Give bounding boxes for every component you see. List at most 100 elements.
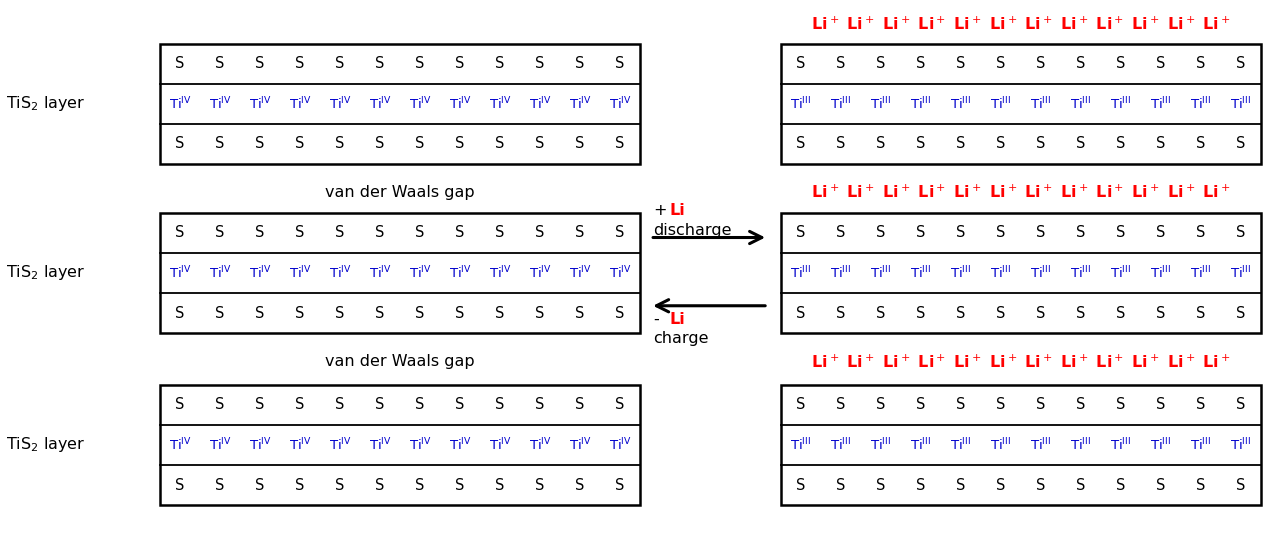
Text: S: S — [1236, 397, 1245, 412]
Text: S: S — [1076, 306, 1085, 321]
Text: S: S — [616, 56, 625, 71]
Text: Ti$^{\mathsf{IV}}$: Ti$^{\mathsf{IV}}$ — [448, 437, 471, 453]
Text: Ti$^{\mathsf{III}}$: Ti$^{\mathsf{III}}$ — [991, 96, 1011, 112]
Text: Ti$^{\mathsf{III}}$: Ti$^{\mathsf{III}}$ — [1190, 96, 1211, 112]
Text: S: S — [375, 397, 385, 412]
Text: S: S — [415, 306, 425, 321]
Text: S: S — [796, 225, 805, 240]
Text: S: S — [616, 225, 625, 240]
Text: S: S — [1116, 397, 1125, 412]
Text: S: S — [215, 225, 225, 240]
Text: Ti$^{\mathsf{IV}}$: Ti$^{\mathsf{IV}}$ — [288, 96, 311, 112]
Text: Ti$^{\mathsf{III}}$: Ti$^{\mathsf{III}}$ — [1151, 265, 1171, 281]
Text: S: S — [1236, 306, 1245, 321]
Text: S: S — [255, 56, 265, 71]
Text: S: S — [1116, 56, 1125, 71]
Text: S: S — [495, 478, 504, 492]
Text: S: S — [996, 225, 1006, 240]
Text: S: S — [255, 136, 265, 151]
Text: Ti$^{\mathsf{IV}}$: Ti$^{\mathsf{IV}}$ — [169, 265, 192, 281]
Text: Ti$^{\mathsf{IV}}$: Ti$^{\mathsf{IV}}$ — [288, 265, 311, 281]
Text: S: S — [796, 397, 805, 412]
Bar — [781, 213, 1261, 333]
Text: Ti$^{\mathsf{III}}$: Ti$^{\mathsf{III}}$ — [1151, 96, 1171, 112]
Text: S: S — [1116, 225, 1125, 240]
Text: S: S — [335, 478, 344, 492]
Text: S: S — [575, 306, 585, 321]
Text: Ti$^{\mathsf{IV}}$: Ti$^{\mathsf{IV}}$ — [288, 437, 311, 453]
Text: S: S — [916, 136, 925, 151]
Text: +: + — [653, 203, 667, 218]
Text: S: S — [616, 478, 625, 492]
Text: S: S — [215, 306, 225, 321]
Text: S: S — [575, 225, 585, 240]
Text: S: S — [916, 478, 925, 492]
Text: TiS$_2$ layer: TiS$_2$ layer — [6, 264, 86, 282]
Text: Ti$^{\mathsf{III}}$: Ti$^{\mathsf{III}}$ — [790, 265, 812, 281]
Text: S: S — [415, 478, 425, 492]
Text: S: S — [1036, 306, 1046, 321]
Text: S: S — [296, 225, 305, 240]
Text: Ti$^{\mathsf{IV}}$: Ti$^{\mathsf{IV}}$ — [329, 96, 352, 112]
Text: S: S — [456, 225, 465, 240]
Text: S: S — [495, 306, 504, 321]
Text: Ti$^{\mathsf{III}}$: Ti$^{\mathsf{III}}$ — [870, 265, 891, 281]
Text: S: S — [1236, 136, 1245, 151]
Text: S: S — [175, 397, 184, 412]
Text: Ti$^{\mathsf{III}}$: Ti$^{\mathsf{III}}$ — [991, 265, 1011, 281]
Text: S: S — [255, 306, 265, 321]
Text: Ti$^{\mathsf{III}}$: Ti$^{\mathsf{III}}$ — [1190, 437, 1211, 453]
Text: S: S — [956, 478, 965, 492]
Text: S: S — [215, 478, 225, 492]
Text: Ti$^{\mathsf{IV}}$: Ti$^{\mathsf{IV}}$ — [608, 437, 631, 453]
Bar — [160, 213, 640, 333]
Text: Li$^+$ Li$^+$ Li$^+$ Li$^+$ Li$^+$ Li$^+$ Li$^+$ Li$^+$ Li$^+$ Li$^+$ Li$^+$ Li$: Li$^+$ Li$^+$ Li$^+$ Li$^+$ Li$^+$ Li$^+… — [810, 183, 1231, 201]
Text: S: S — [375, 136, 385, 151]
Text: S: S — [255, 478, 265, 492]
Text: S: S — [456, 397, 465, 412]
Text: S: S — [1196, 56, 1206, 71]
Text: S: S — [1196, 225, 1206, 240]
Text: Ti$^{\mathsf{III}}$: Ti$^{\mathsf{III}}$ — [1230, 265, 1252, 281]
Text: Ti$^{\mathsf{III}}$: Ti$^{\mathsf{III}}$ — [950, 265, 972, 281]
Text: S: S — [836, 56, 846, 71]
Text: Ti$^{\mathsf{III}}$: Ti$^{\mathsf{III}}$ — [831, 96, 851, 112]
Text: Ti$^{\mathsf{IV}}$: Ti$^{\mathsf{IV}}$ — [248, 96, 271, 112]
Text: S: S — [876, 225, 886, 240]
Text: Ti$^{\mathsf{IV}}$: Ti$^{\mathsf{IV}}$ — [209, 265, 232, 281]
Text: S: S — [836, 478, 846, 492]
Text: S: S — [456, 306, 465, 321]
Text: Ti$^{\mathsf{III}}$: Ti$^{\mathsf{III}}$ — [1070, 96, 1092, 112]
Text: S: S — [215, 136, 225, 151]
Text: Ti$^{\mathsf{IV}}$: Ti$^{\mathsf{IV}}$ — [568, 437, 591, 453]
Text: S: S — [456, 56, 465, 71]
Text: Ti$^{\mathsf{IV}}$: Ti$^{\mathsf{IV}}$ — [448, 265, 471, 281]
Text: S: S — [456, 136, 465, 151]
Bar — [160, 44, 640, 164]
Text: S: S — [876, 397, 886, 412]
Text: Ti$^{\mathsf{III}}$: Ti$^{\mathsf{III}}$ — [790, 437, 812, 453]
Text: Ti$^{\mathsf{IV}}$: Ti$^{\mathsf{IV}}$ — [329, 437, 352, 453]
Text: Ti$^{\mathsf{IV}}$: Ti$^{\mathsf{IV}}$ — [608, 265, 631, 281]
Text: S: S — [215, 56, 225, 71]
Text: S: S — [375, 306, 385, 321]
Text: discharge: discharge — [653, 223, 731, 238]
Text: S: S — [375, 478, 385, 492]
Text: S: S — [495, 225, 504, 240]
Bar — [781, 385, 1261, 505]
Text: Ti$^{\mathsf{III}}$: Ti$^{\mathsf{III}}$ — [950, 96, 972, 112]
Text: S: S — [1156, 397, 1166, 412]
Text: Ti$^{\mathsf{IV}}$: Ti$^{\mathsf{IV}}$ — [209, 437, 232, 453]
Text: Ti$^{\mathsf{III}}$: Ti$^{\mathsf{III}}$ — [870, 96, 891, 112]
Text: Ti$^{\mathsf{III}}$: Ti$^{\mathsf{III}}$ — [1030, 265, 1051, 281]
Text: S: S — [1156, 306, 1166, 321]
Text: S: S — [1196, 397, 1206, 412]
Bar — [160, 385, 640, 505]
Text: Ti$^{\mathsf{IV}}$: Ti$^{\mathsf{IV}}$ — [608, 96, 631, 112]
Text: Ti$^{\mathsf{IV}}$: Ti$^{\mathsf{IV}}$ — [408, 96, 431, 112]
Text: S: S — [175, 225, 184, 240]
Text: Ti$^{\mathsf{IV}}$: Ti$^{\mathsf{IV}}$ — [489, 437, 512, 453]
Text: Ti$^{\mathsf{IV}}$: Ti$^{\mathsf{IV}}$ — [408, 437, 431, 453]
Text: S: S — [796, 306, 805, 321]
Text: Ti$^{\mathsf{IV}}$: Ti$^{\mathsf{IV}}$ — [568, 96, 591, 112]
